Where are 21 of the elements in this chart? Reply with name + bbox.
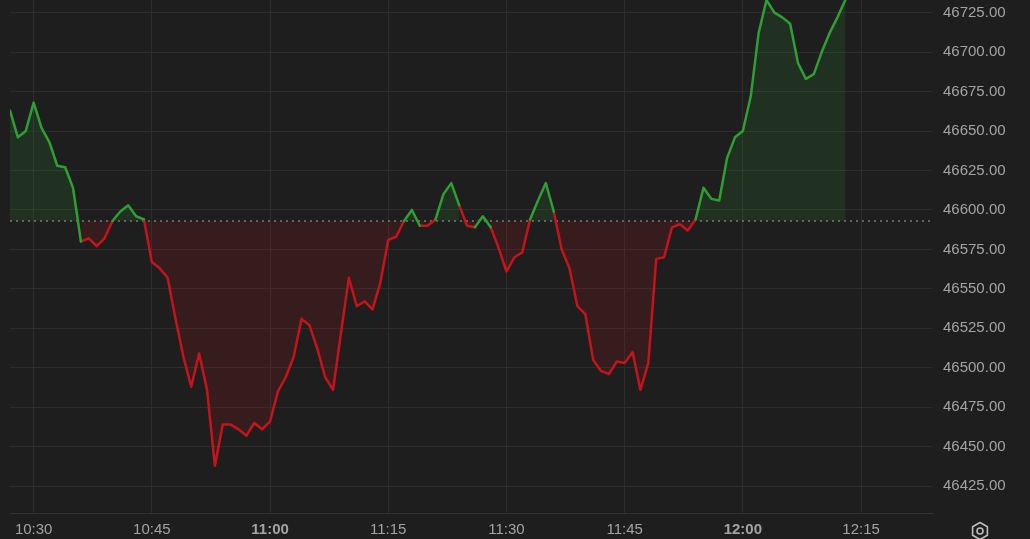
y-tick-label: 46500.00 (943, 357, 1006, 375)
y-tick-label: 46475.00 (943, 397, 1006, 415)
y-tick-label: 46650.00 (943, 121, 1006, 139)
y-tick-label: 46425.00 (943, 476, 1006, 494)
y-tick-label: 46550.00 (943, 279, 1006, 296)
x-tick-label: 10:45 (133, 520, 171, 538)
x-tick-label: 11:45 (606, 520, 643, 538)
y-tick-label: 46575.00 (943, 239, 1006, 257)
x-tick-label: 12:00 (723, 520, 763, 538)
x-tick-label: 10:30 (14, 520, 53, 538)
y-tick-label: 46675.00 (943, 81, 1006, 99)
y-tick-label: 46450.00 (943, 436, 1006, 454)
y-tick-label: 46525.00 (943, 318, 1006, 336)
y-tick-label: 46700.00 (943, 42, 1006, 60)
x-tick-label: 11:00 (251, 520, 289, 538)
y-tick-label: 46725.00 (943, 2, 1006, 20)
y-tick-label: 46600.00 (943, 200, 1006, 218)
x-tick-label: 12:15 (842, 520, 880, 538)
x-tick-label: 11:15 (370, 520, 407, 538)
y-tick-label: 46625.00 (943, 160, 1006, 178)
x-tick-label: 11:30 (488, 520, 525, 538)
